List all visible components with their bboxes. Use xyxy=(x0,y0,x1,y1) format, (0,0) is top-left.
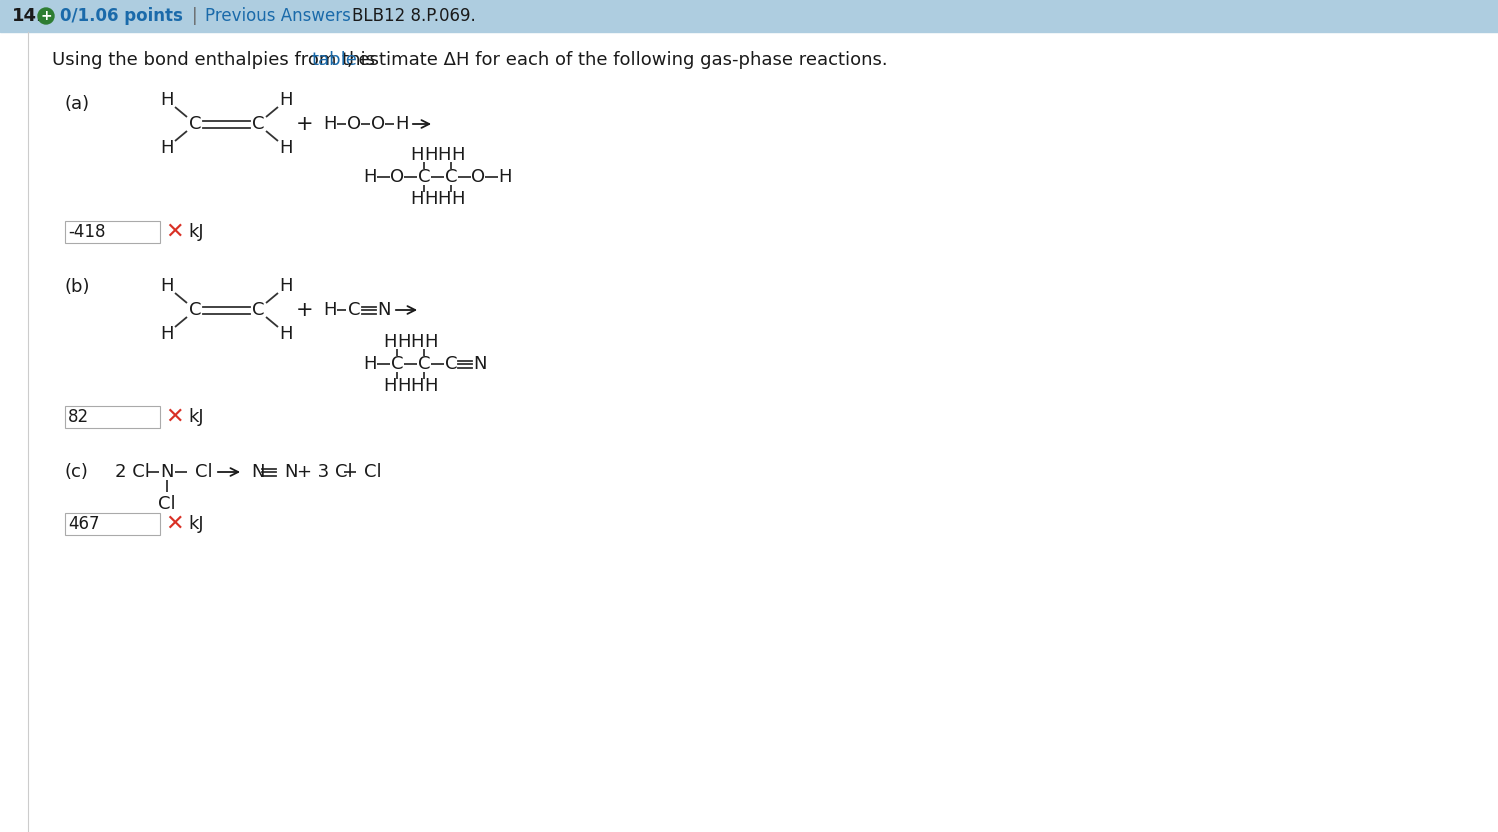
Text: 2 Cl: 2 Cl xyxy=(115,463,150,481)
Text: C: C xyxy=(189,301,201,319)
Text: H: H xyxy=(279,277,292,295)
Text: +: + xyxy=(40,9,52,23)
Text: H: H xyxy=(424,333,437,351)
Text: H: H xyxy=(410,377,424,395)
Text: H: H xyxy=(397,377,410,395)
FancyBboxPatch shape xyxy=(64,513,160,535)
Text: C: C xyxy=(445,168,457,186)
Text: (b): (b) xyxy=(64,278,90,296)
Text: N: N xyxy=(285,463,298,481)
Bar xyxy=(0,0,1498,32)
Text: H: H xyxy=(424,190,437,208)
Text: kJ: kJ xyxy=(189,408,204,426)
Text: N: N xyxy=(473,355,487,373)
Text: H: H xyxy=(279,325,292,343)
Text: C: C xyxy=(391,355,403,373)
Text: H: H xyxy=(437,146,451,164)
FancyBboxPatch shape xyxy=(64,221,160,243)
Text: O: O xyxy=(348,115,361,133)
Text: ✕: ✕ xyxy=(166,407,184,427)
Text: H: H xyxy=(324,115,337,133)
Text: H: H xyxy=(410,146,424,164)
Text: + 3 Cl: + 3 Cl xyxy=(297,463,352,481)
Text: H: H xyxy=(499,168,512,186)
Text: H: H xyxy=(160,139,174,157)
Text: C: C xyxy=(418,355,430,373)
Text: H: H xyxy=(410,333,424,351)
Text: O: O xyxy=(470,168,485,186)
Text: kJ: kJ xyxy=(189,515,204,533)
Text: Cl: Cl xyxy=(195,463,213,481)
Text: H: H xyxy=(324,301,337,319)
Text: table: table xyxy=(312,51,358,69)
Text: 14.: 14. xyxy=(12,7,43,25)
Text: |: | xyxy=(192,7,198,25)
Text: O: O xyxy=(389,168,404,186)
Circle shape xyxy=(37,8,54,24)
Text: H: H xyxy=(160,91,174,109)
Text: C: C xyxy=(445,355,457,373)
Text: H: H xyxy=(451,146,464,164)
Text: Cl: Cl xyxy=(159,495,175,513)
Text: N: N xyxy=(252,463,265,481)
Text: C: C xyxy=(252,301,264,319)
Text: H: H xyxy=(160,277,174,295)
Text: +: + xyxy=(297,300,313,320)
Text: C: C xyxy=(418,168,430,186)
Text: (c): (c) xyxy=(64,463,88,481)
Text: C: C xyxy=(252,115,264,133)
Text: H: H xyxy=(424,377,437,395)
Text: ✕: ✕ xyxy=(166,514,184,534)
Text: H: H xyxy=(279,139,292,157)
Text: H: H xyxy=(363,168,377,186)
Text: H: H xyxy=(363,355,377,373)
Text: 467: 467 xyxy=(67,515,99,533)
Text: H: H xyxy=(383,377,397,395)
Text: H: H xyxy=(410,190,424,208)
Text: -418: -418 xyxy=(67,223,105,241)
Text: N: N xyxy=(160,463,174,481)
Text: H: H xyxy=(383,333,397,351)
Text: (a): (a) xyxy=(64,95,90,113)
Text: Previous Answers: Previous Answers xyxy=(205,7,351,25)
Text: H: H xyxy=(395,115,409,133)
Text: kJ: kJ xyxy=(189,223,204,241)
Text: H: H xyxy=(397,333,410,351)
Text: ✕: ✕ xyxy=(166,222,184,242)
Text: Cl: Cl xyxy=(364,463,382,481)
Text: 0/1.06 points: 0/1.06 points xyxy=(60,7,183,25)
Text: H: H xyxy=(160,325,174,343)
Text: O: O xyxy=(372,115,385,133)
Text: H: H xyxy=(437,190,451,208)
Text: N: N xyxy=(377,301,391,319)
Text: BLB12 8.P.069.: BLB12 8.P.069. xyxy=(352,7,476,25)
Text: Using the bond enthalpies from this: Using the bond enthalpies from this xyxy=(52,51,380,69)
Text: C: C xyxy=(189,115,201,133)
Text: +: + xyxy=(297,114,313,134)
Text: C: C xyxy=(348,301,360,319)
Text: H: H xyxy=(279,91,292,109)
Text: H: H xyxy=(424,146,437,164)
FancyBboxPatch shape xyxy=(64,406,160,428)
Text: , estimate ΔH for each of the following gas-phase reactions.: , estimate ΔH for each of the following … xyxy=(348,51,888,69)
Text: 82: 82 xyxy=(67,408,88,426)
Text: H: H xyxy=(451,190,464,208)
